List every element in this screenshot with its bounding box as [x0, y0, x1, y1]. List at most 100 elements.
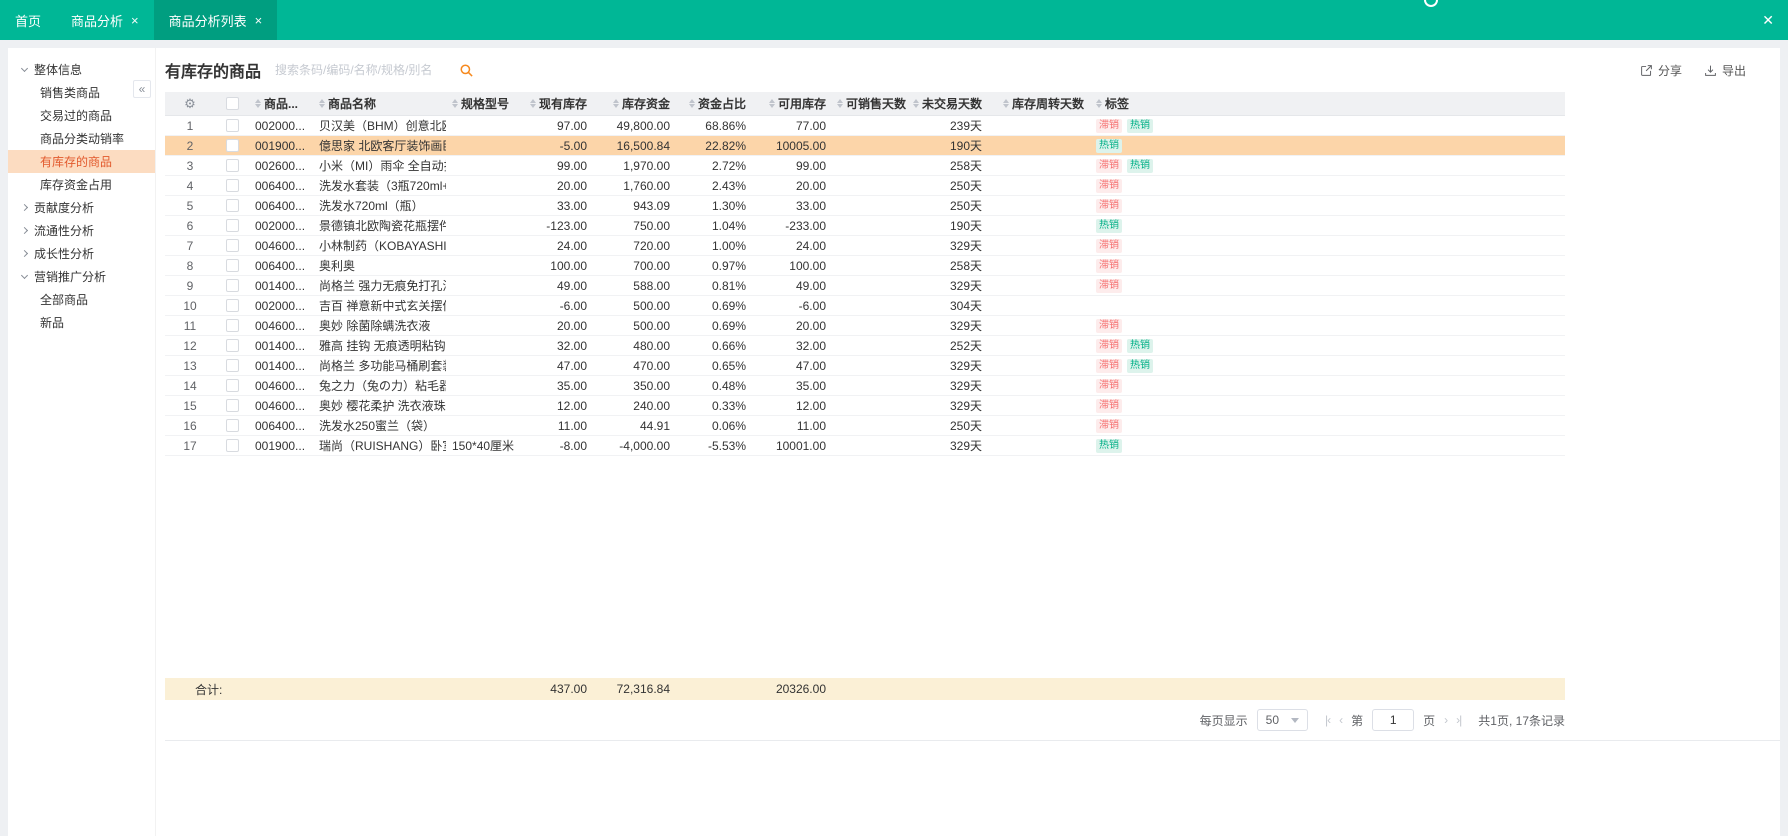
sidebar-item[interactable]: 库存资金占用: [8, 173, 155, 196]
row-checkbox[interactable]: [225, 159, 239, 172]
column-header[interactable]: 资金占比: [676, 92, 752, 115]
table-row[interactable]: 15 004600... 奥妙 樱花柔护 洗衣液珠 10 12.00 240.00 0.3…: [165, 396, 1565, 416]
tag-badge: 滞销: [1096, 178, 1122, 193]
table-row[interactable]: 13 001400... 尚格兰 多功能马桶刷套装 不 47.00 470.00 0.65…: [165, 356, 1565, 376]
cell-checkbox: [215, 339, 249, 352]
table-row[interactable]: 3 002600... 小米（MI）雨伞 全自动折叠 99.00 1,970.00 2.7…: [165, 156, 1565, 176]
totals-cell: 437.00: [550, 682, 587, 696]
column-header[interactable]: 可销售天数: [832, 92, 912, 115]
row-checkbox[interactable]: [225, 239, 239, 252]
sidebar-item[interactable]: 成长性分析: [8, 242, 155, 265]
sidebar-item[interactable]: 有库存的商品: [8, 150, 155, 173]
sort-icon[interactable]: [1096, 99, 1102, 108]
table-row[interactable]: 4 006400... 洗发水套装（3瓶720ml+1瓶 20.00 1,760.00 2…: [165, 176, 1565, 196]
table-row[interactable]: 2 001900... 億思家 北欧客厅装饰画卧室 -5.00 16,500.84 22.…: [165, 136, 1565, 156]
table-row[interactable]: 1 002000... 贝汉美（BHM）创意北欧陶瓷 97.00 49,800.00 68…: [165, 116, 1565, 136]
last-page-button[interactable]: ›|: [1456, 713, 1462, 727]
close-icon[interactable]: ✕: [1762, 11, 1774, 28]
row-checkbox[interactable]: [225, 379, 239, 392]
sort-icon[interactable]: [255, 99, 261, 108]
table-row[interactable]: 16 006400... 洗发水250蜜兰（袋） 11.00 44.91 0.06% 11.…: [165, 416, 1565, 436]
column-header[interactable]: 商品名称: [313, 92, 446, 115]
sort-icon[interactable]: [912, 99, 919, 108]
row-checkbox[interactable]: [225, 419, 239, 432]
column-header[interactable]: 库存周转天数: [988, 92, 1090, 115]
sort-icon[interactable]: [319, 99, 325, 108]
cell-name: 洗发水720ml（瓶）: [319, 199, 424, 213]
sort-icon[interactable]: [612, 99, 619, 108]
sort-icon[interactable]: [452, 99, 458, 108]
row-checkbox[interactable]: [225, 439, 239, 452]
sort-icon[interactable]: [836, 99, 843, 108]
sidebar-item[interactable]: 交易过的商品: [8, 104, 155, 127]
column-header[interactable]: 库存资金: [593, 92, 676, 115]
page-number-input[interactable]: [1372, 709, 1415, 731]
sidebar-item[interactable]: 营销推广分析: [8, 265, 155, 288]
column-header-label: 可用库存: [777, 97, 826, 111]
column-header[interactable]: 现有库存: [529, 92, 593, 115]
row-checkbox[interactable]: [225, 359, 239, 372]
topbar-tab[interactable]: 商品分析 ×: [56, 0, 154, 40]
column-header[interactable]: 规格型号: [446, 92, 529, 115]
cell-avail: 12.00: [795, 398, 826, 413]
table-row[interactable]: 9 001400... 尚格兰 强力无痕免打孔浴室 49.00 588.00 0.81% 4…: [165, 276, 1565, 296]
sidebar-item[interactable]: 流通性分析: [8, 219, 155, 242]
table-row[interactable]: 17 001900... 瑞尚（RUISHANG）卧室地 150*40厘米 -8.00 -…: [165, 436, 1565, 456]
topbar-tab[interactable]: 商品分析列表 ×: [153, 0, 278, 40]
column-header[interactable]: 未交易天数: [912, 92, 988, 115]
table-row[interactable]: 8 006400... 奥利奥 100.00 700.00 0.97% 100.00 258天…: [165, 256, 1565, 276]
topbar-tab[interactable]: 首页: [0, 0, 56, 40]
sort-icon[interactable]: [1002, 99, 1009, 108]
row-checkbox[interactable]: [225, 139, 239, 152]
tab-close-icon[interactable]: ×: [254, 12, 263, 28]
row-checkbox[interactable]: [225, 339, 239, 352]
column-header[interactable]: 标签: [1090, 92, 1565, 115]
table-row[interactable]: 11 004600... 奥妙 除菌除螨洗衣液 20.00 500.00 0.69% 20.…: [165, 316, 1565, 336]
row-checkbox[interactable]: [225, 119, 239, 132]
cell-code: 001900...: [255, 438, 306, 453]
first-page-button[interactable]: |‹: [1325, 713, 1331, 727]
page-prefix-label: 第: [1351, 713, 1364, 728]
sidebar-item[interactable]: 全部商品: [8, 288, 155, 311]
table-row[interactable]: 10 002000... 吉百 禅意新中式玄关摆件套 -6.00 500.00 0.69%…: [165, 296, 1565, 316]
sort-icon[interactable]: [529, 99, 536, 108]
totals-row: 合计: 437.00 72,316.84 20326.00: [165, 678, 1565, 700]
row-checkbox[interactable]: [225, 199, 239, 212]
table-row[interactable]: 12 001400... 雅高 挂钩 无痕透明粘钩 强 32.00 480.00 0.66…: [165, 336, 1565, 356]
table-row[interactable]: 14 004600... 兔之力（兔の力）粘毛器粘 35.00 350.00 0.48% 3…: [165, 376, 1565, 396]
table-row[interactable]: 5 006400... 洗发水720ml（瓶） 33.00 943.09 1.30% 33.…: [165, 196, 1565, 216]
row-checkbox[interactable]: [225, 299, 239, 312]
row-checkbox[interactable]: [225, 319, 239, 332]
tab-close-icon[interactable]: ×: [131, 12, 139, 28]
sidebar-item[interactable]: 整体信息: [8, 58, 155, 81]
sort-icon[interactable]: [768, 99, 775, 108]
sort-icon[interactable]: [688, 99, 695, 108]
row-checkbox[interactable]: [225, 399, 239, 412]
row-checkbox[interactable]: [225, 259, 239, 272]
table-row[interactable]: 7 004600... 小林制药（KOBAYASHI）日 24.00 720.00 1.0…: [165, 236, 1565, 256]
row-checkbox[interactable]: [225, 179, 239, 192]
next-page-button[interactable]: ›: [1444, 713, 1448, 727]
row-checkbox[interactable]: [225, 279, 239, 292]
select-all-checkbox[interactable]: [225, 97, 239, 110]
export-button[interactable]: 导出: [1704, 62, 1746, 79]
tab-label: 首页: [15, 13, 42, 29]
search-icon[interactable]: [459, 63, 474, 78]
row-index: 12: [183, 338, 197, 353]
table-row[interactable]: 6 002000... 景德镇北欧陶瓷花瓶摆件 优 -123.00 750.00 1.04…: [165, 216, 1565, 236]
sidebar-item[interactable]: 贡献度分析: [8, 196, 155, 219]
sidebar-item[interactable]: 新品: [8, 311, 155, 334]
sidebar-collapse-button[interactable]: «: [133, 80, 151, 98]
column-header[interactable]: 商品...: [249, 92, 313, 115]
share-button[interactable]: 分享: [1640, 62, 1682, 79]
sidebar-item[interactable]: 商品分类动销率: [8, 127, 155, 150]
search-input[interactable]: [275, 63, 454, 77]
settings-icon[interactable]: ⚙: [184, 95, 196, 111]
column-header[interactable]: 可用库存: [752, 92, 832, 115]
avatar[interactable]: [1424, 0, 1438, 7]
sidebar-item[interactable]: 销售类商品: [8, 81, 155, 104]
prev-page-button[interactable]: ‹: [1339, 713, 1343, 727]
row-checkbox[interactable]: [225, 219, 239, 232]
records-summary: 共1页, 17条记录: [1478, 713, 1565, 728]
page-size-select[interactable]: 50: [1256, 709, 1309, 731]
